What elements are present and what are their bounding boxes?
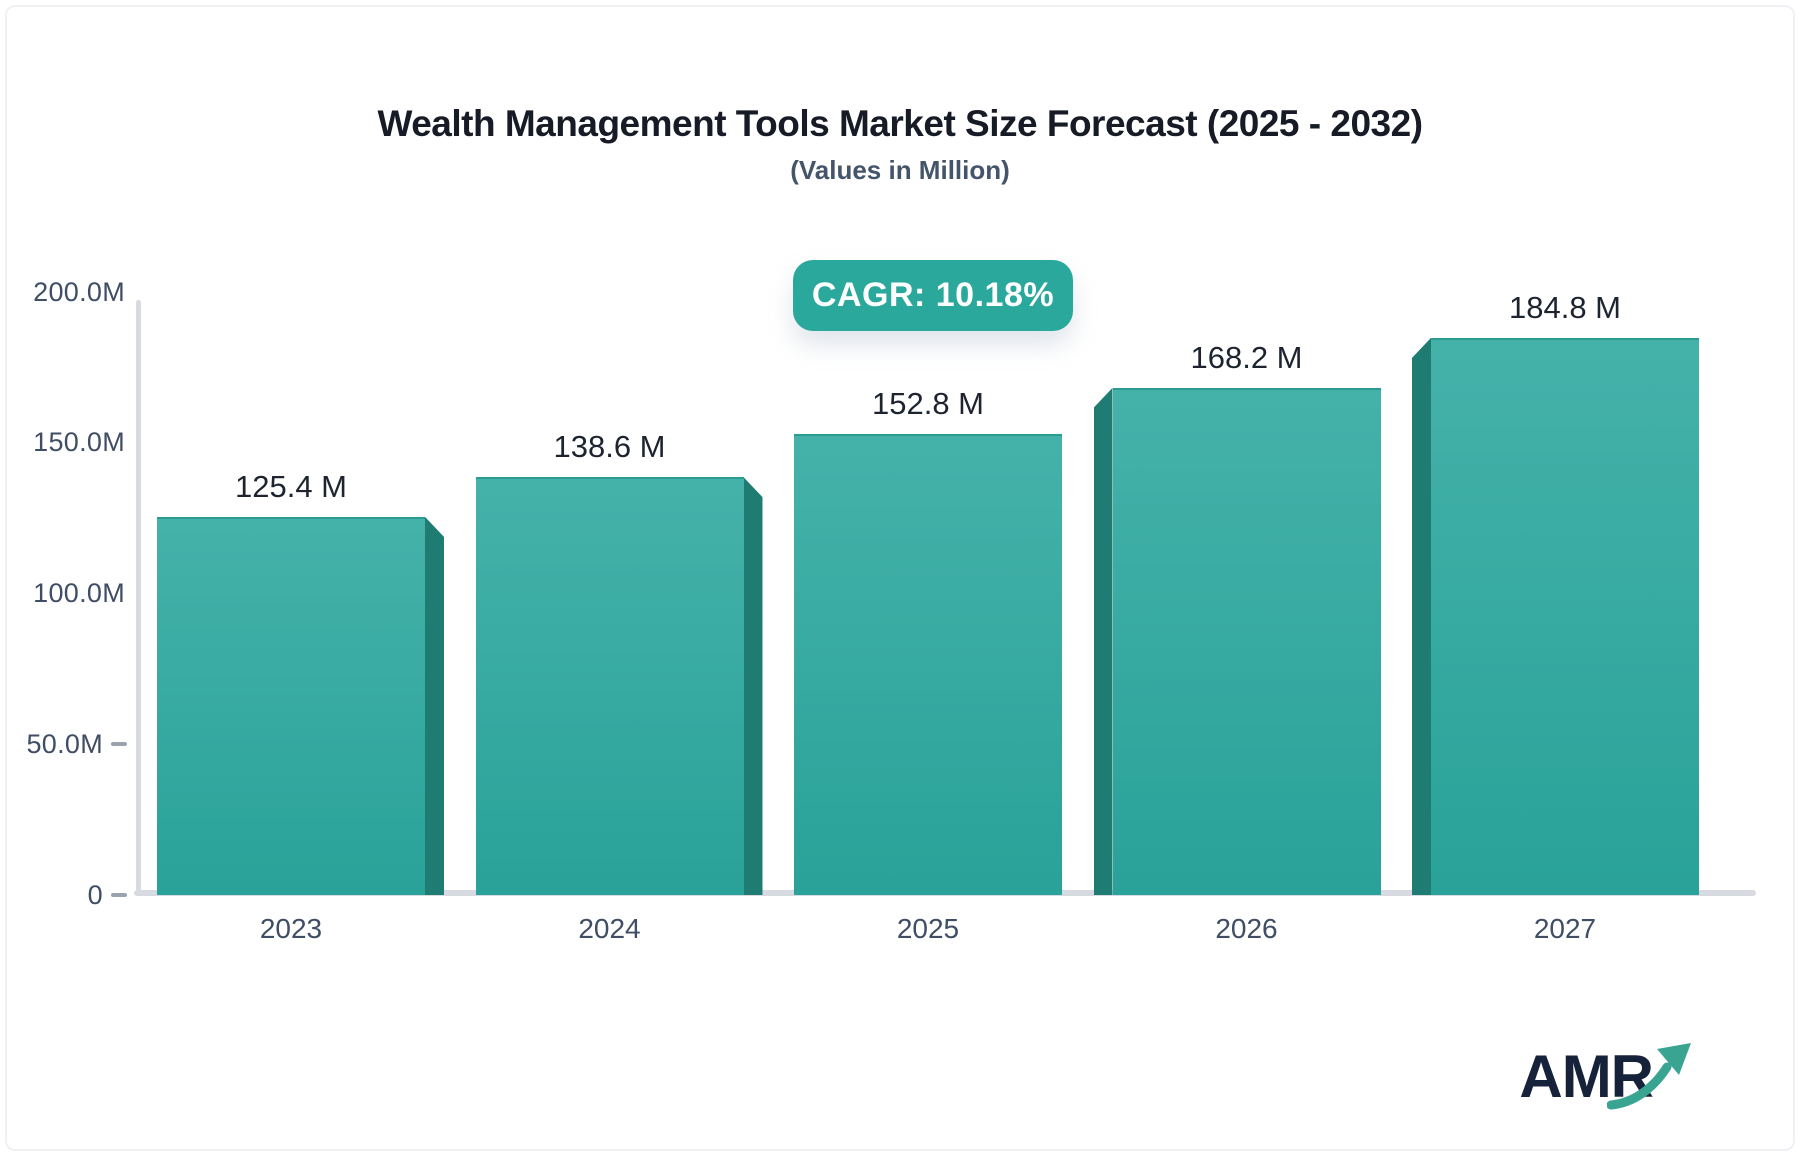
bar-2025 [794,434,1062,895]
bar-2024 [475,477,744,895]
bar-2023 [157,516,425,895]
chart-title: Wealth Management Tools Market Size Fore… [377,103,1423,144]
bar-3d-side-2024 [743,477,763,895]
x-tick-label-2023: 2023 [259,913,323,944]
cagr-badge-label: CAGR: 10.18% [811,276,1055,314]
bar-value-label: 125.4 M [234,468,347,504]
y-tick-label: 100.0M [33,578,125,608]
y-axis-line [136,300,141,895]
y-tick-200.0M: 200.0M [0,275,127,309]
x-tick-label-2026: 2026 [1215,913,1278,944]
bar-3d-side-2027 [1412,337,1431,895]
bar-value-label: 184.8 M [1508,289,1621,325]
bar-value-label: 168.2 M [1190,339,1303,375]
amr-logo: AMR [1519,1041,1695,1110]
y-tick-100.0M: 100.0M [0,577,127,611]
chart-area: 200.0M 150.0M 100.0M 50.0M 0 125.4 M 2023 138.6… [7,7,1793,1149]
y-tick-mark [111,742,127,747]
y-tick-label: 200.0M [33,276,125,307]
y-tick-label: 0 [87,879,103,910]
bar-3d-side-2026 [1093,387,1113,895]
trend-up-arrow-icon [1607,1043,1691,1110]
y-tick-mark [111,893,127,897]
y-tick-label: 150.0M [33,427,125,458]
y-tick-50.0M: 50.0M [0,727,127,761]
y-tick-150.0M: 150.0M [0,426,127,460]
bar-value-label: 138.6 M [553,429,666,465]
chart-card: Wealth Management Tools Market Size Fore… [5,5,1795,1151]
cagr-badge: CAGR: 10.18% [793,260,1073,331]
x-tick-label-2027: 2027 [1533,913,1597,944]
bar-2026 [1112,387,1381,895]
bar-value-label: 152.8 M [871,386,984,422]
chart-subtitle: (Values in Million) [790,155,1010,185]
x-tick-label-2024: 2024 [578,913,641,944]
y-tick-label: 50.0M [26,728,103,759]
bar-2027 [1431,337,1699,895]
bar-3d-side-2023 [425,516,444,895]
x-tick-label-2025: 2025 [896,913,960,944]
y-tick-0: 0 [0,878,127,912]
